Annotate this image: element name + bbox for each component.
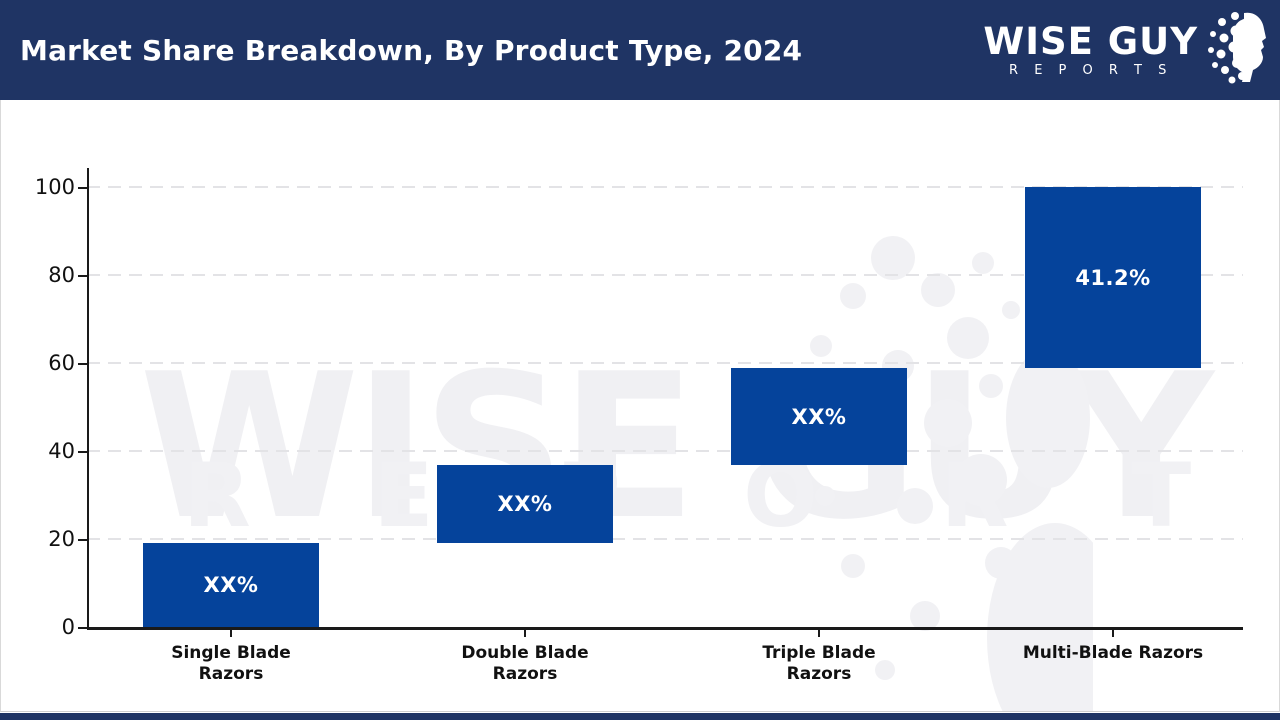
footer-bar [0, 713, 1280, 720]
y-gridline [87, 186, 1243, 188]
bar-segment: XX% [437, 465, 613, 544]
x-category-label: Double Blade Razors [461, 643, 589, 684]
bar-segment: 41.2% [1025, 187, 1201, 369]
y-tick-mark [78, 627, 87, 629]
y-tick-label: 60 [48, 351, 75, 375]
y-tick-mark [78, 275, 87, 277]
y-axis-line [87, 168, 89, 630]
bar-value-label: XX% [791, 404, 847, 429]
logo-subtext: R E P O R T S [1009, 63, 1173, 78]
y-gridline [87, 450, 1243, 452]
x-category-label: Multi-Blade Razors [1022, 643, 1204, 663]
x-category-label: Triple Blade Razors [762, 643, 876, 684]
y-tick-label: 100 [34, 175, 75, 199]
x-tick-mark [1112, 630, 1114, 637]
wise-guy-logo: WISE GUY R E P O R T S [983, 10, 1266, 90]
y-gridline [87, 274, 1243, 276]
x-category-label: Single Blade Razors [171, 643, 291, 684]
y-tick-mark [78, 363, 87, 365]
logo-wordmark: WISE GUY [983, 20, 1198, 63]
y-tick-label: 40 [48, 439, 75, 463]
x-tick-mark [524, 630, 526, 637]
watermark-face-icon [810, 236, 1093, 711]
y-tick-label: 20 [48, 527, 75, 551]
bar-value-label: 41.2% [1075, 265, 1151, 290]
x-axis-line [87, 627, 1243, 630]
y-tick-label: 0 [61, 615, 75, 639]
bar-segment: XX% [731, 368, 907, 466]
bar-segment: XX% [143, 543, 319, 627]
y-tick-label: 80 [48, 263, 75, 287]
y-tick-mark [78, 539, 87, 541]
y-tick-mark [78, 187, 87, 189]
bar-value-label: XX% [203, 573, 259, 598]
y-gridline [87, 538, 1243, 540]
logo-wordmark-block: WISE GUY R E P O R T S [983, 23, 1198, 77]
x-tick-mark [230, 630, 232, 637]
header: Market Share Breakdown, By Product Type,… [0, 0, 1280, 100]
y-gridline [87, 362, 1243, 364]
logo-face-icon [1208, 12, 1266, 84]
page-title: Market Share Breakdown, By Product Type,… [20, 33, 803, 67]
watermark-subtext: R E P O R T S [183, 444, 1279, 547]
y-tick-mark [78, 451, 87, 453]
chart-area: WISE GUY R E P O R T S 020406080100XX%Si… [0, 100, 1280, 712]
bar-value-label: XX% [497, 492, 553, 517]
x-tick-mark [818, 630, 820, 637]
